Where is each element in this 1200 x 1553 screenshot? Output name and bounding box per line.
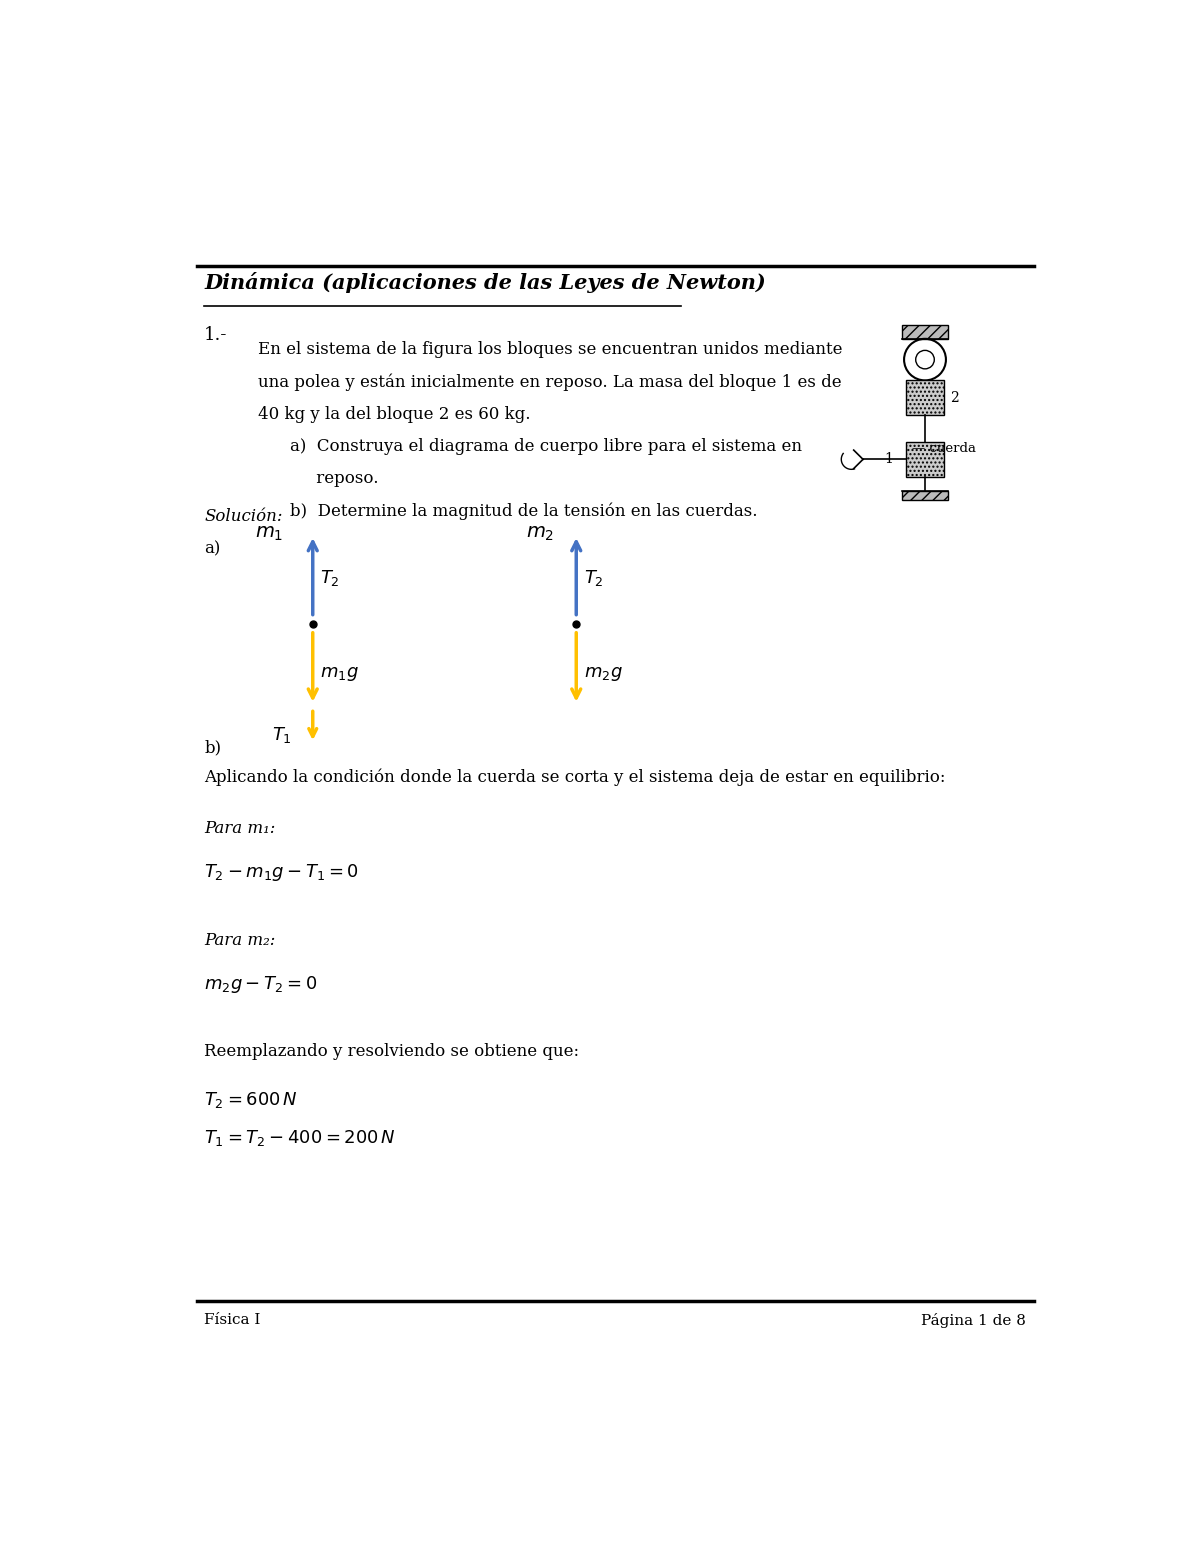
Text: Solución:: Solución:: [204, 508, 283, 525]
Text: 40 kg y la del bloque 2 es 60 kg.: 40 kg y la del bloque 2 es 60 kg.: [258, 405, 530, 422]
Bar: [906, 380, 944, 415]
Text: En el sistema de la figura los bloques se encuentran unidos mediante: En el sistema de la figura los bloques s…: [258, 342, 842, 359]
Text: Dinámica (aplicaciones de las Leyes de Newton): Dinámica (aplicaciones de las Leyes de N…: [204, 272, 766, 292]
Text: una polea y están inicialmente en reposo. La masa del bloque 1 es de: una polea y están inicialmente en reposo…: [258, 373, 842, 391]
Text: a)  Construya el diagrama de cuerpo libre para el sistema en: a) Construya el diagrama de cuerpo libre…: [289, 438, 802, 455]
Text: reposo.: reposo.: [289, 471, 378, 488]
Text: $m_1$: $m_1$: [254, 525, 283, 544]
Text: Reemplazando y resolviendo se obtiene que:: Reemplazando y resolviendo se obtiene qu…: [204, 1044, 580, 1061]
Text: Para m₂:: Para m₂:: [204, 932, 276, 949]
Text: Página 1 de 8: Página 1 de 8: [920, 1312, 1026, 1328]
Bar: [901, 325, 948, 339]
Text: 1: 1: [884, 452, 893, 466]
Bar: [906, 443, 944, 477]
Text: Aplicando la condición donde la cuerda se corta y el sistema deja de estar en eq: Aplicando la condición donde la cuerda s…: [204, 769, 946, 786]
Text: $m_2g - T_2 = 0$: $m_2g - T_2 = 0$: [204, 974, 318, 995]
Text: 2: 2: [950, 391, 959, 405]
Text: 1.-: 1.-: [204, 326, 228, 343]
Bar: [901, 491, 948, 500]
Text: Física I: Física I: [204, 1312, 260, 1326]
Text: $T_2 = 600\, N$: $T_2 = 600\, N$: [204, 1090, 298, 1109]
Text: $T_1 = T_2 - 400 = 200\, N$: $T_1 = T_2 - 400 = 200\, N$: [204, 1127, 396, 1148]
Text: $m_1g$: $m_1g$: [320, 665, 359, 683]
Text: a): a): [204, 540, 221, 558]
Text: $m_2g$: $m_2g$: [584, 665, 623, 683]
Text: $T_2$: $T_2$: [320, 567, 341, 587]
Text: $m_2$: $m_2$: [526, 525, 554, 544]
Text: $T_2 - m_1g - T_1 = 0$: $T_2 - m_1g - T_1 = 0$: [204, 862, 359, 884]
Text: Para m₁:: Para m₁:: [204, 820, 276, 837]
Text: $T_2$: $T_2$: [584, 567, 604, 587]
Text: b)  Determine la magnitud de la tensión en las cuerdas.: b) Determine la magnitud de la tensión e…: [289, 503, 757, 520]
Text: $T_1$: $T_1$: [272, 725, 293, 745]
Text: b): b): [204, 739, 221, 756]
Text: — cuerda: — cuerda: [912, 443, 976, 455]
